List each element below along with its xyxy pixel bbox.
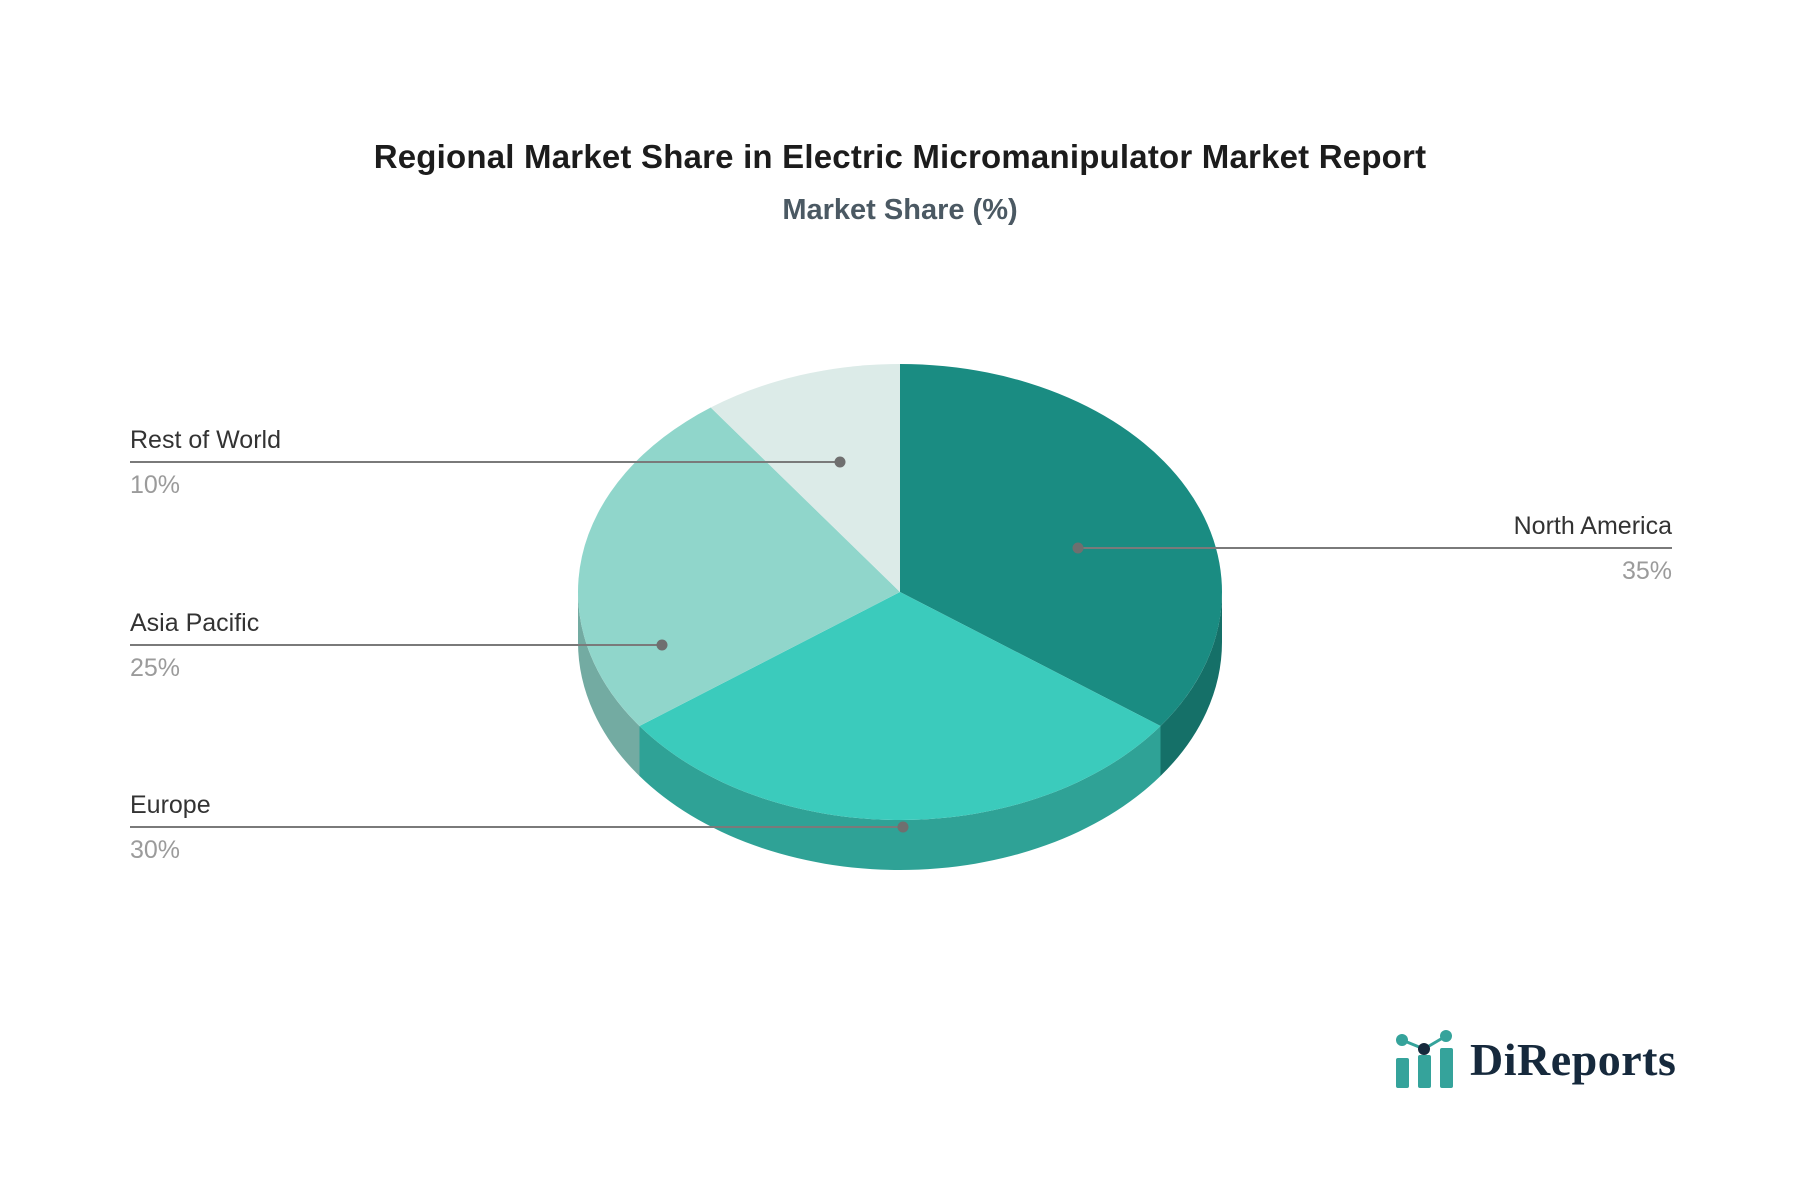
callout-value-asia-pacific: 25% [130,654,181,682]
callout-value-rest-of-world: 10% [130,471,181,499]
callout-label-asia-pacific: Asia Pacific [130,608,260,637]
pie-slice-europe[interactable] [639,592,1161,820]
leader-dot-north-america [1072,542,1084,554]
chart-title: Regional Market Share in Electric Microm… [373,138,1427,175]
pie-slice-north-america[interactable] [900,364,1222,727]
callout-value-north-america: 35% [1621,557,1672,585]
direports-logo: DiReports [1394,1028,1676,1090]
pie-slice-side-europe [639,726,1161,870]
pie-slice-rest-of-world[interactable] [710,364,900,592]
leader-dot-rest-of-world [834,456,846,468]
callout-label-north-america: North America [1513,511,1672,540]
callout-label-rest-of-world: Rest of World [130,425,281,454]
bar-line-chart-icon [1396,1030,1453,1088]
callout-label-europe: Europe [130,790,211,819]
chart-subtitle: Market Share (%) [782,194,1018,226]
logo-text: DiReports [1470,1033,1677,1085]
callout-value-europe: 30% [130,836,181,864]
pie-slice-side-asia-pacific [578,592,640,777]
pie-slice-side-north-america [1160,592,1222,777]
leader-dot-asia-pacific [656,639,668,651]
leader-dot-europe [897,821,909,833]
